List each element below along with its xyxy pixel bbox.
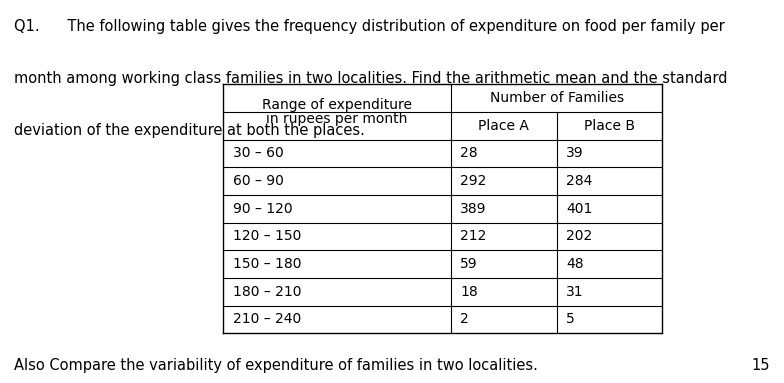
Text: 15: 15 [751, 358, 770, 373]
Text: 28: 28 [460, 146, 477, 160]
Text: 48: 48 [566, 257, 583, 271]
Text: Number of Families: Number of Families [489, 91, 624, 105]
Text: 150 – 180: 150 – 180 [233, 257, 301, 271]
Text: 5: 5 [566, 313, 575, 326]
Text: Place A: Place A [478, 119, 529, 133]
Text: 30 – 60: 30 – 60 [233, 146, 284, 160]
Text: 180 – 210: 180 – 210 [233, 285, 301, 299]
Text: Q1.      The following table gives the frequency distribution of expenditure on : Q1. The following table gives the freque… [14, 19, 725, 34]
Text: 401: 401 [566, 202, 593, 216]
Text: 2: 2 [460, 313, 469, 326]
Text: Also Compare the variability of expenditure of families in two localities.: Also Compare the variability of expendit… [14, 358, 538, 373]
Text: 60 – 90: 60 – 90 [233, 174, 284, 188]
Text: Place B: Place B [584, 119, 635, 133]
Text: 18: 18 [460, 285, 478, 299]
Text: 292: 292 [460, 174, 487, 188]
Text: 31: 31 [566, 285, 583, 299]
Text: deviation of the expenditure at both the places.: deviation of the expenditure at both the… [14, 123, 365, 137]
Text: Range of expenditure: Range of expenditure [262, 98, 412, 112]
Text: 39: 39 [566, 146, 583, 160]
Text: 210 – 240: 210 – 240 [233, 313, 301, 326]
Text: 389: 389 [460, 202, 487, 216]
Text: month among working class families in two localities. Find the arithmetic mean a: month among working class families in tw… [14, 71, 728, 86]
Text: in rupees per month: in rupees per month [267, 112, 408, 126]
Text: 284: 284 [566, 174, 593, 188]
Text: 90 – 120: 90 – 120 [233, 202, 292, 216]
Text: 120 – 150: 120 – 150 [233, 229, 301, 243]
Text: 59: 59 [460, 257, 477, 271]
Text: 212: 212 [460, 229, 487, 243]
Text: 202: 202 [566, 229, 592, 243]
